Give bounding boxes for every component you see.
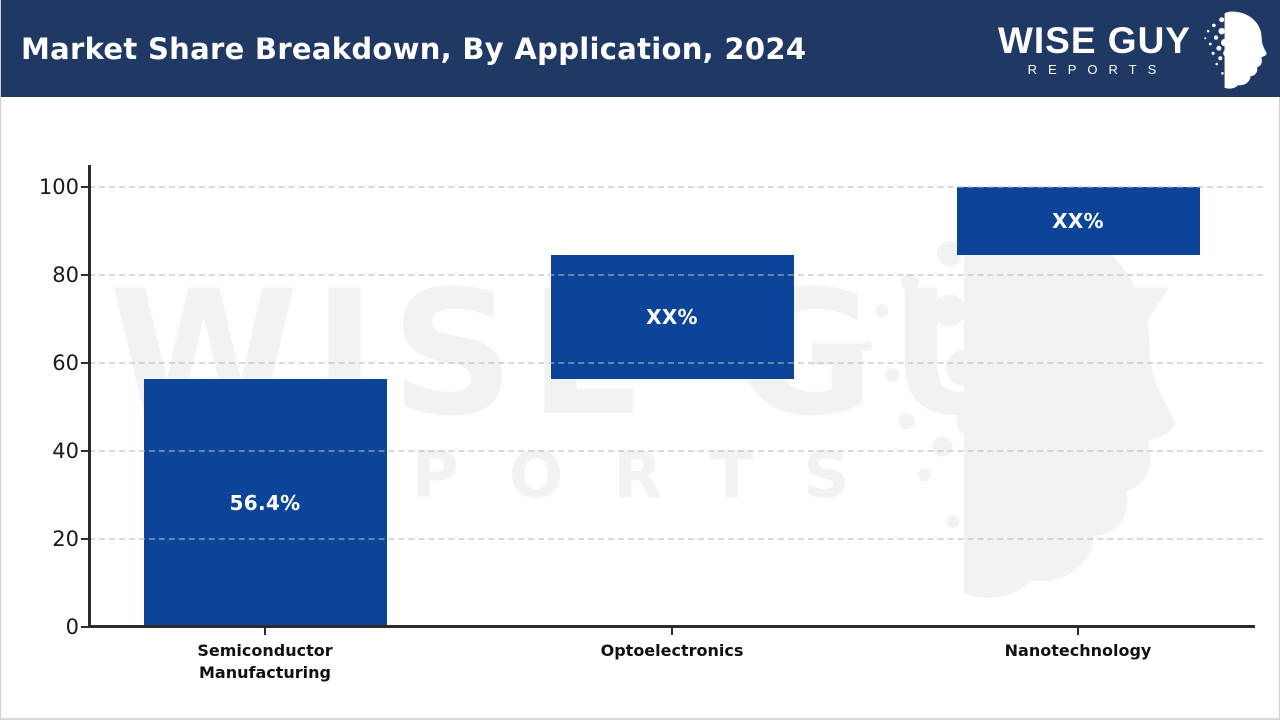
bar-nanotechnology: XX% (956, 187, 1200, 255)
brand-logo: WISE GUY REPORTS (998, 9, 1267, 89)
x-axis-tick (264, 628, 266, 635)
gridline (89, 450, 1263, 452)
logo-text: WISE GUY REPORTS (998, 22, 1191, 76)
gridline (89, 362, 1263, 364)
chart-title: Market Share Breakdown, By Application, … (21, 31, 807, 66)
bar-value-label: XX% (1052, 208, 1104, 233)
x-axis-tick (671, 628, 673, 635)
bar-value-label: 56.4% (229, 490, 301, 515)
y-axis-tick-label: 80 (52, 263, 79, 287)
logo-face-icon (1195, 9, 1267, 89)
y-axis-tick (81, 362, 89, 364)
watermark-face-icon (796, 200, 1196, 600)
x-axis-tick (1077, 628, 1079, 635)
gridline (89, 274, 1263, 276)
y-axis-tick (81, 450, 89, 452)
bar-value-label: XX% (646, 304, 698, 329)
header-bar: Market Share Breakdown, By Application, … (1, 0, 1280, 97)
y-axis-tick (81, 538, 89, 540)
y-axis-tick-label: 40 (52, 439, 79, 463)
y-axis-line (88, 165, 91, 628)
y-axis-tick-label: 20 (52, 527, 79, 551)
y-axis-tick (81, 274, 89, 276)
y-axis-tick-label: 100 (38, 175, 79, 199)
logo-subtext: REPORTS (1027, 61, 1168, 77)
x-axis-category-label: Semiconductor Manufacturing (197, 641, 333, 682)
bar-semiconductor-manufacturing: 56.4% (143, 378, 387, 627)
x-axis-line (88, 625, 1255, 628)
y-axis-tick (81, 626, 89, 628)
gridline (89, 186, 1263, 188)
logo-wordmark: WISE GUY (997, 19, 1191, 61)
y-axis-tick (81, 186, 89, 188)
gridline (89, 538, 1263, 540)
x-axis-category-label: Nanotechnology (1004, 641, 1152, 660)
y-axis-tick-label: 60 (52, 351, 79, 375)
y-axis-tick-label: 0 (65, 615, 79, 639)
x-axis-category-label: Optoelectronics (600, 641, 744, 660)
